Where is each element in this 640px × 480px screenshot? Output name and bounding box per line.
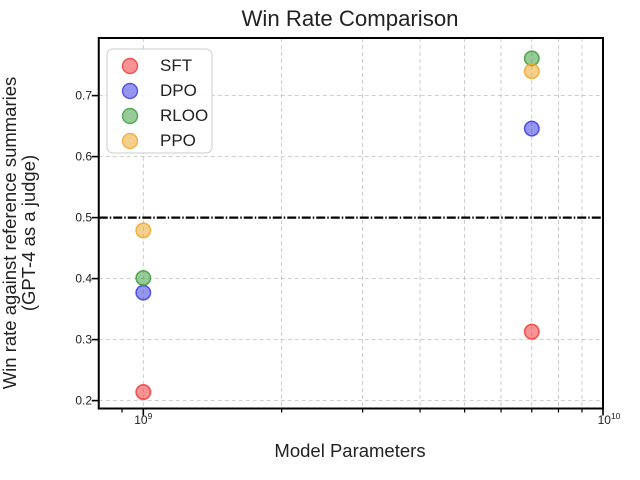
svg-text:0.2: 0.2 [75, 394, 92, 408]
svg-text:PPO: PPO [160, 131, 196, 150]
svg-text:0.3: 0.3 [75, 333, 92, 347]
svg-text:SFT: SFT [160, 56, 192, 75]
svg-text:1010: 1010 [598, 411, 621, 427]
svg-text:0.5: 0.5 [75, 211, 92, 225]
svg-text:0.6: 0.6 [75, 150, 92, 164]
svg-text:Win rate against reference sum: Win rate against reference summaries [0, 77, 20, 390]
svg-text:0.4: 0.4 [75, 272, 92, 286]
svg-text:0.7: 0.7 [75, 89, 92, 103]
svg-text:RLOO: RLOO [160, 106, 208, 125]
svg-text:Win Rate Comparison: Win Rate Comparison [241, 6, 458, 31]
svg-text:Model Parameters: Model Parameters [274, 440, 425, 461]
svg-text:DPO: DPO [160, 81, 197, 100]
svg-text:(GPT-4 as a judge): (GPT-4 as a judge) [18, 155, 39, 311]
